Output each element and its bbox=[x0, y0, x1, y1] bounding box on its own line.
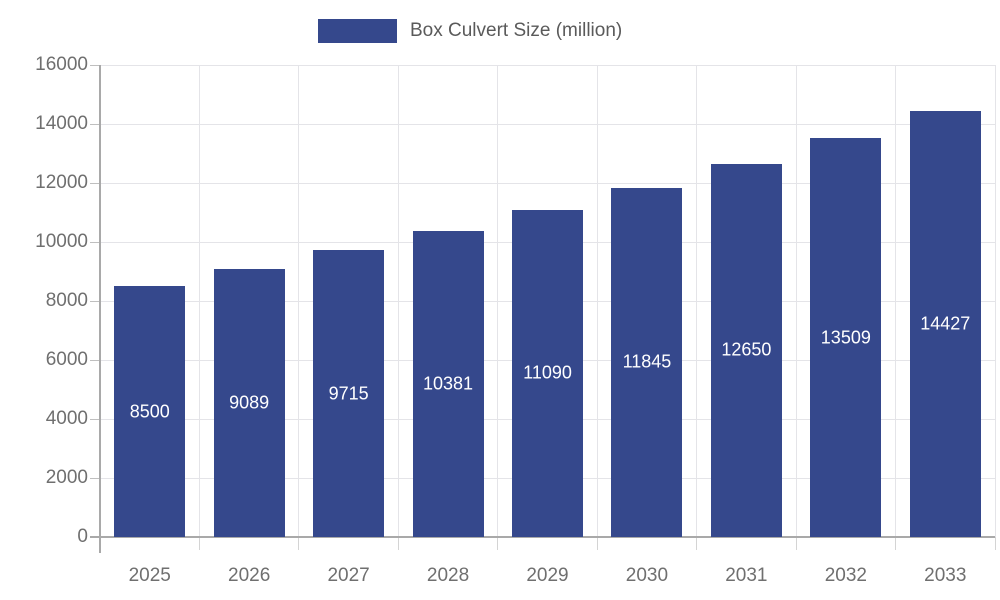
legend: Box Culvert Size (million) bbox=[318, 19, 622, 43]
x-axis-line bbox=[90, 536, 995, 538]
bar-value-label: 9089 bbox=[229, 392, 270, 413]
x-axis-tick-label: 2030 bbox=[625, 565, 669, 586]
bar: 12650 bbox=[710, 163, 782, 537]
y-axis-tick-label: 16000 bbox=[35, 54, 88, 75]
x-axis-tick bbox=[994, 537, 996, 550]
x-axis-tick bbox=[696, 537, 698, 550]
bar-value-label: 11090 bbox=[523, 362, 572, 383]
x-axis-tick-label: 2031 bbox=[725, 565, 768, 586]
gridline-vertical bbox=[198, 65, 200, 537]
x-axis-tick-label: 2033 bbox=[924, 565, 967, 586]
x-axis-tick-label: 2027 bbox=[327, 565, 370, 586]
bar-value-label: 11845 bbox=[622, 351, 672, 372]
legend-label: Box Culvert Size (million) bbox=[410, 20, 623, 41]
x-axis-tick bbox=[795, 537, 797, 550]
bar: 11845 bbox=[611, 187, 683, 537]
gridline-vertical bbox=[696, 65, 698, 537]
bar-value-label: 8500 bbox=[129, 401, 170, 422]
gridline-horizontal bbox=[100, 182, 995, 184]
x-axis-tick-label: 2025 bbox=[128, 565, 171, 586]
x-axis-tick bbox=[298, 537, 300, 550]
gridline-vertical bbox=[994, 65, 996, 537]
y-axis-tick-label: 12000 bbox=[35, 172, 88, 193]
bar: 9089 bbox=[213, 268, 285, 537]
bar: 14427 bbox=[909, 111, 981, 537]
y-axis-tick-label: 14000 bbox=[35, 113, 88, 134]
bar-value-label: 9715 bbox=[328, 383, 369, 404]
y-axis-tick bbox=[90, 300, 100, 302]
y-axis-tick-label: 2000 bbox=[45, 467, 88, 488]
x-axis-tick bbox=[397, 537, 399, 550]
bar-value-label: 13509 bbox=[820, 327, 871, 348]
y-axis-tick bbox=[90, 477, 100, 479]
bar: 11090 bbox=[512, 209, 583, 537]
y-axis-tick bbox=[90, 418, 100, 420]
gridline-horizontal bbox=[100, 64, 995, 66]
gridline-vertical bbox=[596, 65, 598, 537]
y-axis-tick-label: 6000 bbox=[45, 349, 88, 370]
y-axis-tick-label: 0 bbox=[77, 526, 88, 547]
bar: 10381 bbox=[412, 230, 484, 537]
x-axis-tick bbox=[497, 537, 499, 550]
bar: 9715 bbox=[313, 250, 385, 537]
x-axis-tick bbox=[596, 537, 598, 550]
bar-value-label: 10381 bbox=[423, 373, 474, 394]
gridline-vertical bbox=[895, 65, 897, 537]
gridline-vertical bbox=[298, 65, 300, 537]
x-axis-tick bbox=[895, 537, 897, 550]
y-axis-tick-label: 4000 bbox=[45, 408, 88, 429]
bar: 13509 bbox=[810, 138, 882, 537]
y-axis-tick bbox=[90, 123, 100, 125]
y-axis-line bbox=[99, 65, 101, 553]
y-axis-tick bbox=[90, 64, 100, 66]
gridline-vertical bbox=[795, 65, 797, 537]
gridline-horizontal bbox=[100, 123, 995, 125]
x-axis-tick bbox=[198, 537, 200, 550]
y-axis-tick-label: 8000 bbox=[45, 290, 88, 311]
x-axis-tick-label: 2026 bbox=[228, 565, 271, 586]
y-axis-tick bbox=[90, 359, 100, 361]
bar-value-label: 14427 bbox=[920, 313, 971, 334]
x-axis-tick-label: 2029 bbox=[526, 565, 569, 586]
y-axis-tick bbox=[90, 241, 100, 243]
bar-value-label: 12650 bbox=[721, 339, 772, 360]
legend-swatch bbox=[318, 19, 397, 43]
gridline-vertical bbox=[397, 65, 399, 537]
gridline-vertical bbox=[497, 65, 499, 537]
y-axis-tick bbox=[90, 182, 100, 184]
x-axis-tick-label: 2032 bbox=[824, 565, 867, 586]
x-axis-tick-label: 2028 bbox=[426, 565, 470, 586]
bar: 8500 bbox=[114, 286, 186, 537]
y-axis-tick-label: 10000 bbox=[35, 231, 88, 252]
